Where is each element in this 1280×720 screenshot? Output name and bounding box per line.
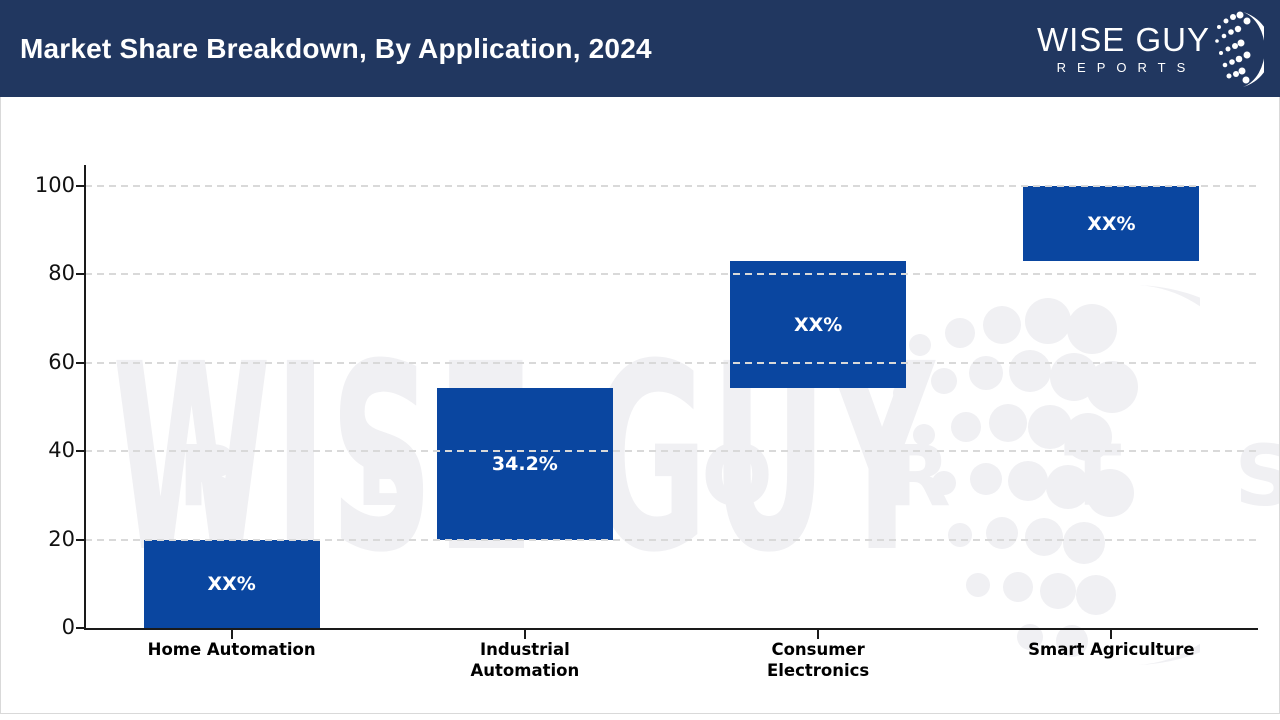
x-tick-label-2: Industrial Automation [400, 639, 650, 681]
logo-wordmark: WISE GUY [1036, 20, 1210, 58]
bar-smart-agriculture: XX% [1023, 186, 1200, 262]
x-tick-label-line: Electronics [766, 661, 870, 680]
x-tick-label-line: Home Automation [147, 640, 316, 659]
x-tick-label-1: Home Automation [107, 639, 357, 660]
y-tick-label-100: 100 [34, 173, 75, 197]
header-bar: Market Share Breakdown, By Application, … [0, 0, 1280, 97]
y-tick-mark-60 [76, 361, 85, 364]
x-tick-label-line: Automation [470, 661, 580, 680]
bottom-hairline [0, 713, 1280, 714]
watermark-layer: WISE GUY R E P O R T S [0, 97, 1280, 720]
wise-guy-reports-logo: WISE GUY REPORTS [1037, 8, 1280, 90]
gridline-80 [85, 273, 1258, 276]
x-tick-mark [230, 630, 233, 639]
bar-industrial-automation: 34.2% [436, 388, 613, 540]
gridline-40 [85, 450, 1258, 453]
x-tick-label-3: Consumer Electronics [693, 639, 943, 681]
gridline-100 [85, 185, 1258, 187]
left-hairline [0, 97, 1, 714]
gridline-20 [85, 538, 1258, 541]
y-tick-label-80: 80 [48, 261, 75, 286]
x-tick-label-line: Smart Agriculture [1028, 640, 1195, 659]
y-tick-mark-100 [76, 185, 85, 187]
logo-face-icon [1215, 11, 1264, 87]
x-tick-mark [523, 630, 526, 639]
y-tick-label-40: 40 [48, 438, 75, 463]
x-tick-label-line: Industrial [480, 640, 570, 659]
x-tick-label-line: Consumer [771, 640, 865, 659]
gridline-60 [85, 361, 1258, 364]
y-axis-spine [84, 165, 86, 630]
bar-value-label: XX% [207, 572, 256, 595]
logo-text: WISE GUY REPORTS [1036, 20, 1210, 75]
y-tick-mark-0 [76, 627, 85, 629]
y-tick-label-0: 0 [61, 615, 75, 639]
bar-value-label: XX% [1087, 212, 1136, 235]
chart-title: Market Share Breakdown, By Application, … [20, 32, 652, 64]
bar-consumer-electronics: XX% [730, 261, 907, 389]
x-tick-label-4: Smart Agriculture [986, 639, 1236, 660]
bar-home-automation: XX% [143, 539, 320, 628]
y-tick-mark-80 [76, 273, 85, 276]
y-tick-mark-20 [76, 538, 85, 541]
bar-value-label: 34.2% [491, 453, 558, 475]
y-tick-label-60: 60 [48, 349, 75, 374]
y-tick-label-20: 20 [48, 526, 75, 551]
bar-value-label: XX% [793, 313, 843, 336]
logo-subtext: REPORTS [1056, 59, 1197, 75]
watermark-wordmark: WISE GUY [112, 309, 937, 609]
x-axis-spine [84, 628, 1258, 630]
watermark-reports: R E P O R T S [178, 427, 1280, 525]
watermark-face-dots-icon [893, 285, 1200, 665]
x-tick-mark [1110, 630, 1113, 639]
y-tick-mark-40 [76, 450, 85, 453]
x-tick-mark [817, 630, 820, 639]
